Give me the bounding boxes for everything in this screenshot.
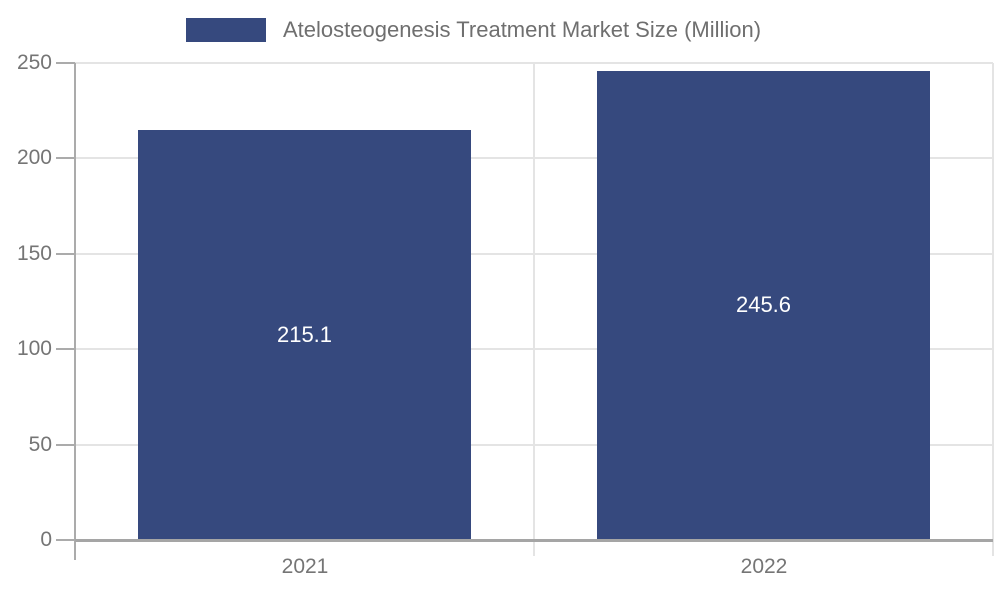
- x-axis-line: [75, 539, 993, 542]
- bar-value-label: 215.1: [276, 321, 333, 347]
- legend-label: Atelosteogenesis Treatment Market Size (…: [283, 17, 762, 42]
- chart-legend: Atelosteogenesis Treatment Market Size (…: [186, 14, 761, 46]
- bar-2021: 215.1: [138, 129, 471, 540]
- y-tick-mark: [56, 539, 75, 541]
- y-axis-tick-label: 50: [28, 432, 52, 456]
- x-axis-tick-label: 2021: [281, 555, 329, 578]
- y-axis-spine: [74, 63, 76, 560]
- bar-value-label: 245.6: [735, 292, 792, 318]
- y-tick-mark: [56, 157, 75, 160]
- y-axis-tick-label: 0: [40, 528, 52, 551]
- y-axis-tick-label: 150: [16, 241, 52, 265]
- category-boundary-gridline: [992, 63, 994, 556]
- y-tick-mark: [56, 443, 75, 446]
- y-axis-tick-label: 200: [16, 146, 52, 170]
- y-tick-mark: [56, 62, 75, 64]
- y-tick-mark: [56, 348, 75, 351]
- bar-2022: 245.6: [597, 71, 930, 540]
- y-axis-tick-label: 100: [16, 337, 52, 361]
- y-tick-mark: [56, 252, 75, 255]
- y-axis-tick-label: 250: [16, 51, 52, 74]
- x-axis-tick-label: 2022: [740, 555, 788, 578]
- legend-swatch: [186, 18, 266, 42]
- category-boundary-gridline: [533, 63, 535, 556]
